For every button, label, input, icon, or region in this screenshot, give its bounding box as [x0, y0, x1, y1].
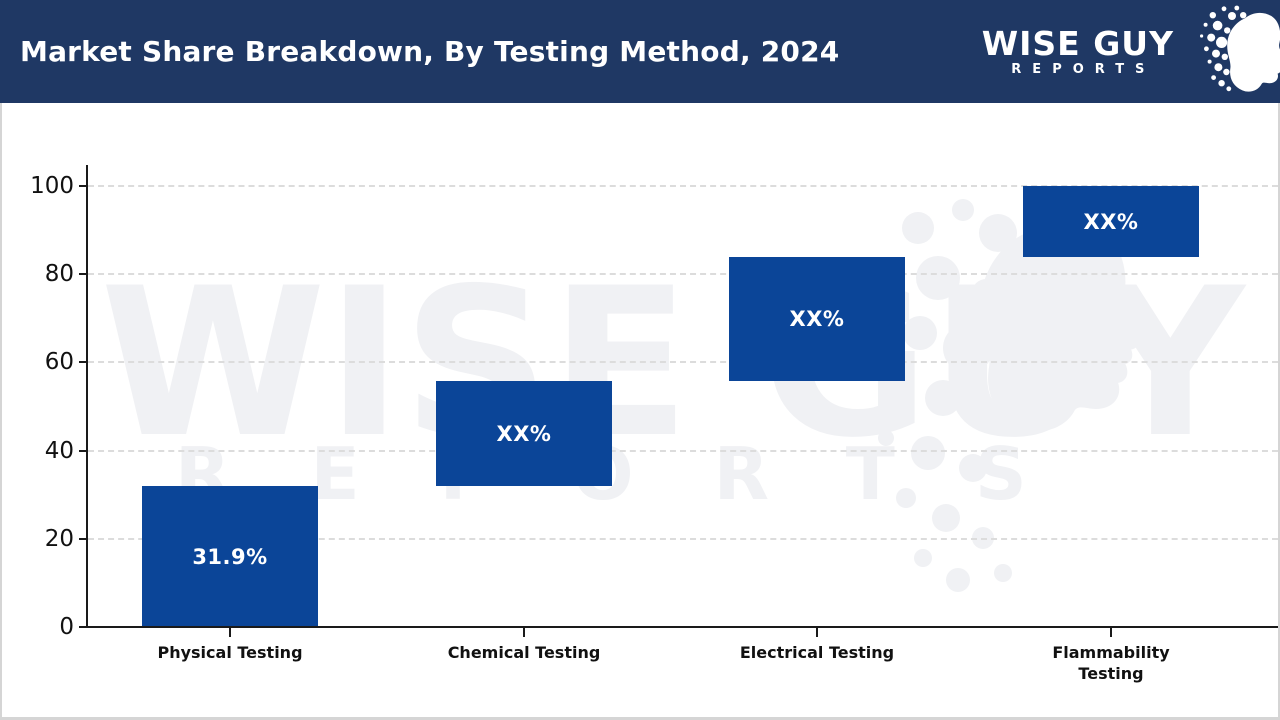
bar-flammability-testing: XX% [1023, 186, 1199, 257]
x-axis-label-chemical-testing: Chemical Testing [447, 643, 601, 662]
y-tick-label: 80 [44, 261, 74, 288]
y-tick-label: 60 [44, 349, 74, 376]
chart-title: Market Share Breakdown, By Testing Metho… [20, 35, 840, 68]
watermark-face-dots [873, 199, 1138, 592]
y-gridline [88, 273, 1278, 276]
x-tick-mark [523, 627, 525, 637]
x-tick-mark [1110, 627, 1112, 637]
bar-electrical-testing: XX% [729, 257, 905, 381]
y-gridline [88, 537, 1278, 540]
header: Market Share Breakdown, By Testing Metho… [0, 0, 1280, 103]
y-tick-label: 20 [44, 525, 74, 552]
x-axis-label-electrical-testing: Electrical Testing [739, 643, 895, 662]
bar-value-label: XX% [1083, 209, 1139, 234]
y-gridline [88, 449, 1278, 452]
y-tick-mark [79, 449, 88, 452]
y-tick-mark [79, 273, 88, 276]
y-gridline [88, 185, 1278, 187]
bar-value-label: XX% [496, 421, 552, 446]
y-tick-mark [79, 537, 88, 540]
y-axis-line [86, 165, 88, 628]
brand-logo-text: WISE GUY REPORTS [982, 27, 1174, 76]
x-axis-label-flammability-testing: Flammability Testing [1052, 643, 1170, 683]
x-tick-mark [816, 627, 818, 637]
y-tick-mark [79, 626, 88, 628]
brand-subname: REPORTS [1011, 62, 1156, 77]
face-dots-icon [1200, 5, 1280, 92]
bar-value-label: 31.9% [192, 544, 268, 569]
brand-logo: WISE GUY REPORTS [982, 0, 1280, 103]
bar-value-label: XX% [789, 306, 845, 331]
x-axis-label-physical-testing: Physical Testing [157, 643, 303, 662]
y-tick-label: 40 [44, 437, 74, 464]
x-tick-mark [229, 627, 231, 637]
y-tick-mark [79, 185, 88, 187]
y-tick-mark [79, 361, 88, 364]
y-tick-label: 0 [59, 614, 74, 640]
brand-name: WISE GUY [981, 24, 1174, 63]
y-tick-label: 100 [30, 173, 74, 199]
bar-physical-testing: 31.9% [142, 486, 318, 627]
bar-chemical-testing: XX% [436, 380, 612, 487]
y-gridline [88, 361, 1278, 364]
x-axis-line [86, 626, 1278, 628]
